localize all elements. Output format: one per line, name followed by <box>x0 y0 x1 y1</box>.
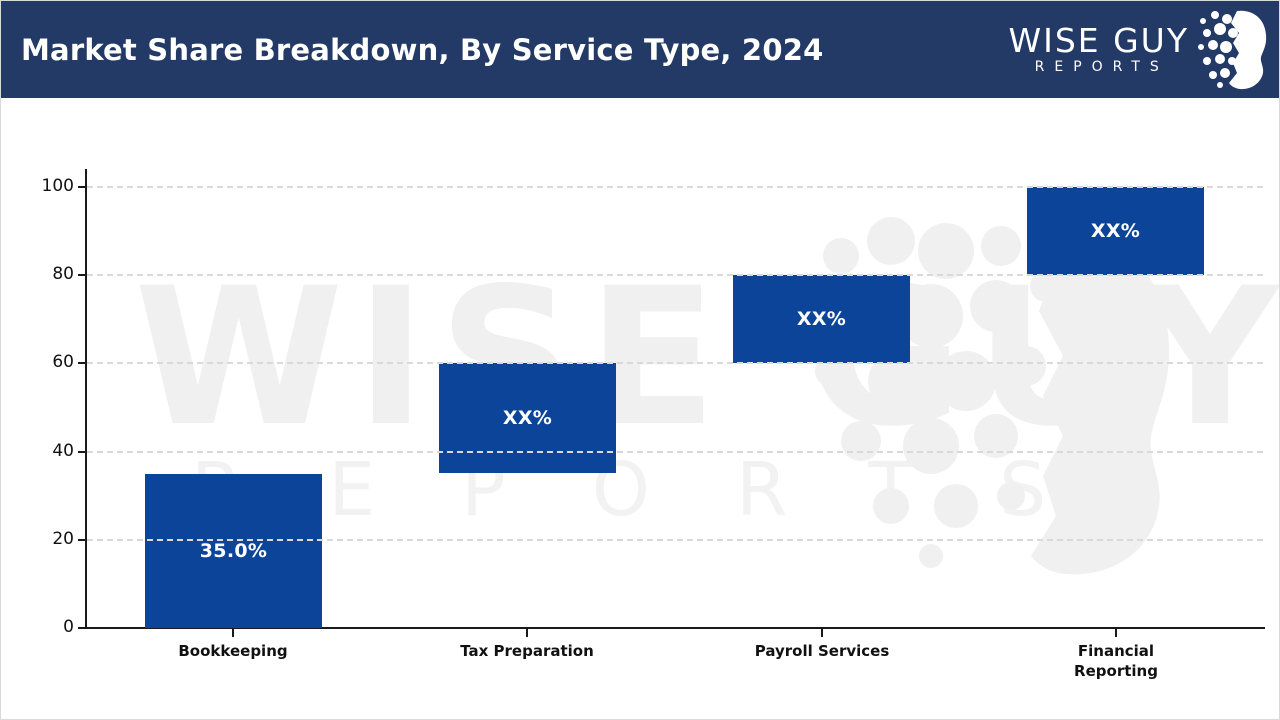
y-tick-label: 80 <box>52 264 74 285</box>
x-tick-label: Bookkeeping <box>178 642 288 660</box>
bar-value-label: XX% <box>502 407 553 429</box>
logo-wordmark: WISE GUY <box>1008 21 1189 61</box>
x-tick-mark <box>232 629 234 637</box>
bar-value-label: 35.0% <box>199 540 268 562</box>
y-tick-label: 100 <box>41 176 74 196</box>
bar: XX% <box>733 275 910 363</box>
y-tick-label: 40 <box>52 440 74 461</box>
logo-head-icon <box>1198 10 1267 89</box>
wise-guy-logo: WISE GUY REPORTS <box>1008 1 1267 98</box>
x-axis-line <box>85 627 1265 629</box>
y-tick-mark <box>78 538 86 541</box>
gridline <box>87 538 1263 541</box>
x-tick-mark <box>526 629 528 637</box>
y-tick-mark <box>78 274 86 277</box>
bar: XX% <box>1027 187 1204 275</box>
bar: XX% <box>439 363 616 473</box>
bar-value-label: XX% <box>1090 220 1141 242</box>
y-tick-label: 60 <box>52 352 74 373</box>
y-axis-line <box>85 169 87 629</box>
x-tick-label: Payroll Services <box>754 642 890 660</box>
y-tick-mark <box>78 186 86 188</box>
gridline <box>87 450 1263 453</box>
gridline <box>87 362 1263 365</box>
header-bar: Market Share Breakdown, By Service Type,… <box>1 1 1279 98</box>
y-tick-mark <box>78 362 86 365</box>
x-tick-label: Financial Reporting <box>1074 642 1158 681</box>
y-tick-label: 0 <box>63 617 74 637</box>
x-tick-mark <box>1115 629 1117 637</box>
page-title: Market Share Breakdown, By Service Type,… <box>21 32 824 67</box>
gridline <box>87 186 1263 188</box>
bar: 35.0% <box>145 474 322 628</box>
x-tick-label: Tax Preparation <box>460 642 594 660</box>
bar-value-label: XX% <box>796 308 847 330</box>
x-tick-mark <box>821 629 823 637</box>
y-tick-mark <box>78 450 86 453</box>
logo-subtitle: REPORTS <box>1034 58 1169 75</box>
y-tick-label: 20 <box>52 528 74 549</box>
logo-text: WISE GUY REPORTS <box>1008 24 1189 75</box>
y-tick-mark <box>78 627 86 629</box>
gridline <box>87 274 1263 277</box>
